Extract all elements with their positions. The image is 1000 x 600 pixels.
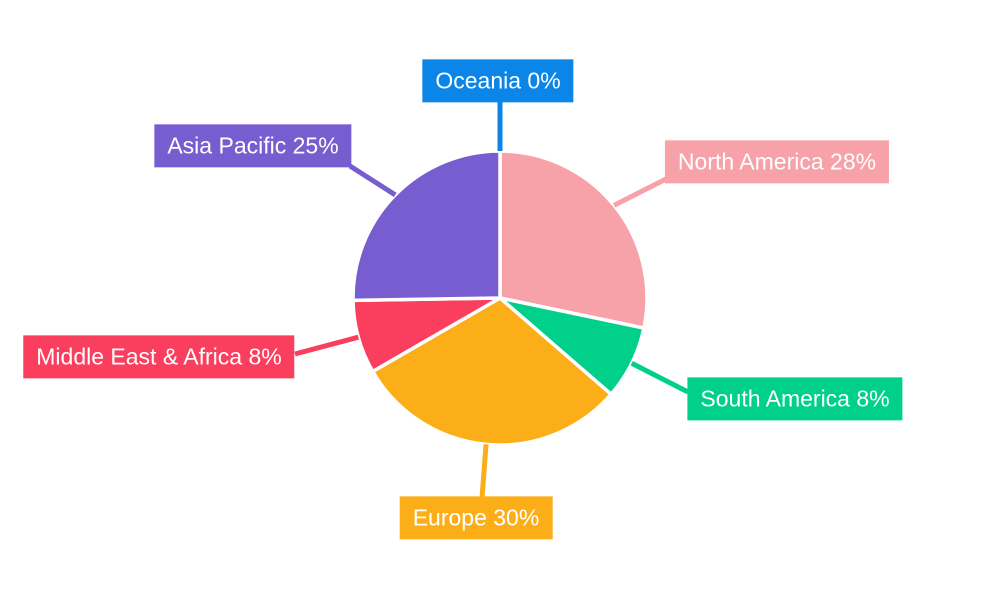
leader-line-asia-pacific — [348, 163, 397, 197]
pie-slice-asia-pacific — [351, 149, 502, 303]
leader-line-middle-east-africa — [294, 334, 359, 357]
leader-line-europe — [479, 444, 489, 499]
leader-line-south-america — [630, 361, 690, 395]
leader-line-north-america — [612, 176, 668, 208]
